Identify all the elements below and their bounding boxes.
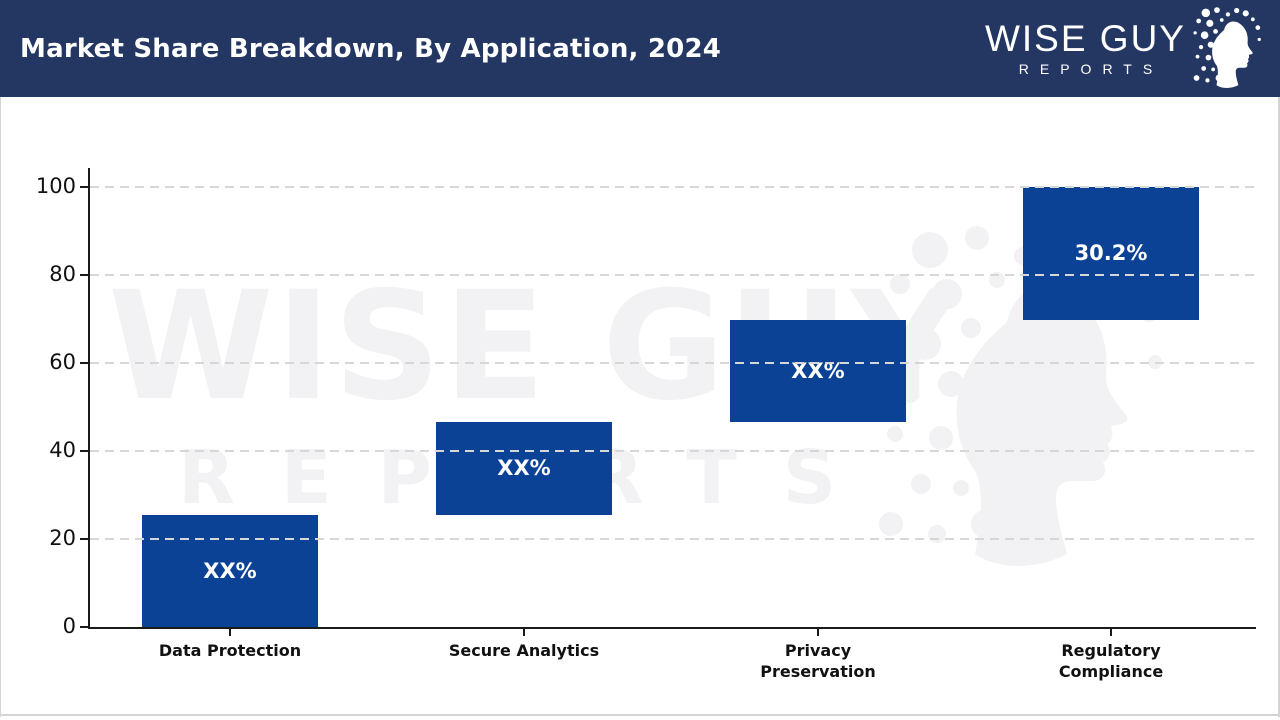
bar-value-label: XX% <box>203 559 257 584</box>
x-axis-line <box>88 627 1256 629</box>
image-border-right <box>1278 97 1280 717</box>
category-label-3: Regulatory Compliance <box>1058 641 1164 681</box>
logo-face-icon <box>1188 6 1264 92</box>
logo-text: WISE GUY REPORTS <box>984 17 1186 78</box>
bar-value-label: 30.2% <box>1074 241 1148 266</box>
y-tick-mark-0 <box>80 626 88 628</box>
y-tick-mark-100 <box>80 186 88 188</box>
y-tick-mark-20 <box>80 538 88 540</box>
category-label-0: Data Protection <box>158 641 302 660</box>
header-bar: Market Share Breakdown, By Application, … <box>0 0 1280 97</box>
category-label-1: Secure Analytics <box>448 641 600 660</box>
bar-secure-analytics: XX% <box>436 421 612 516</box>
bar-value-label: XX% <box>497 456 551 481</box>
gridline-20 <box>90 538 1256 540</box>
x-tick-mark-0 <box>229 629 231 636</box>
y-tick-label-60: 60 <box>49 350 76 374</box>
y-tick-mark-80 <box>80 274 88 276</box>
y-tick-mark-60 <box>80 362 88 364</box>
wise-guy-reports-logo: WISE GUY REPORTS <box>985 6 1264 92</box>
y-tick-label-0: 0 <box>62 614 76 638</box>
x-tick-mark-1 <box>523 629 525 636</box>
bar-regulatory-compliance: 30.2% <box>1023 187 1199 320</box>
image-border-left <box>0 97 1 717</box>
gridline-100 <box>90 186 1256 188</box>
bar-data-protection: XX% <box>142 515 318 627</box>
y-tick-label-40: 40 <box>49 438 76 462</box>
category-label-2: Privacy Preservation <box>760 641 876 681</box>
gridline-80 <box>90 274 1256 276</box>
y-tick-label-80: 80 <box>49 262 76 286</box>
x-tick-mark-2 <box>817 629 819 636</box>
logo-wordmark: WISE GUY <box>984 17 1186 59</box>
bar-privacy-preservation: XX% <box>730 319 906 422</box>
y-tick-label-20: 20 <box>49 526 76 550</box>
image-border-bottom <box>0 714 1280 716</box>
logo-subtext: REPORTS <box>1018 60 1164 77</box>
y-tick-mark-40 <box>80 450 88 452</box>
x-tick-mark-3 <box>1110 629 1112 636</box>
y-tick-label-100: 100 <box>35 174 76 198</box>
page-title: Market Share Breakdown, By Application, … <box>20 33 722 64</box>
y-axis-line <box>88 168 90 629</box>
gridline-60 <box>90 362 1256 364</box>
gridline-40 <box>90 450 1256 452</box>
